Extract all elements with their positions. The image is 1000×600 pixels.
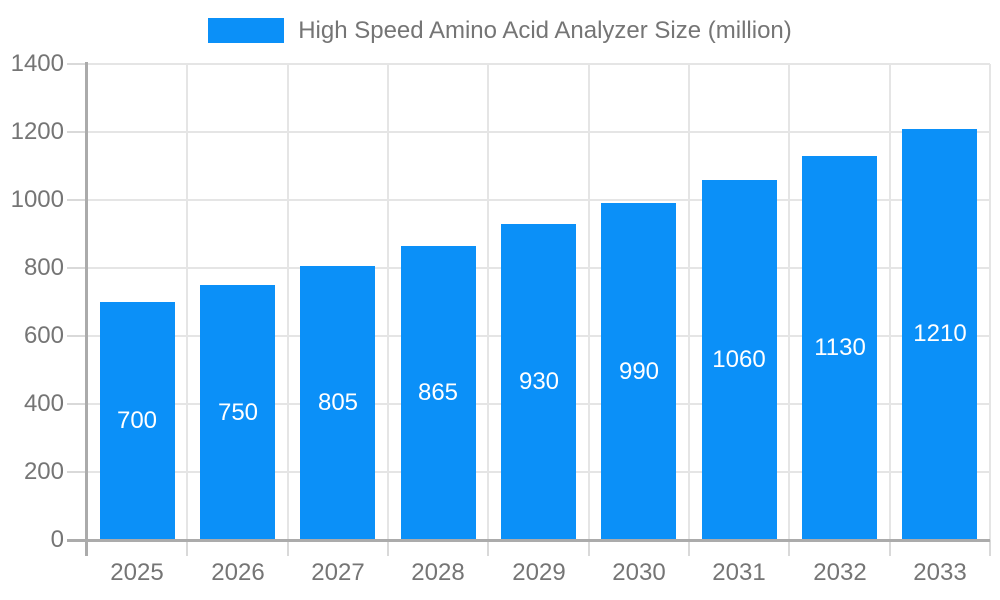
y-axis-line: [85, 62, 88, 556]
x-tick-label: 2026: [211, 559, 265, 586]
bar-2026: [200, 285, 275, 540]
y-gridline: [87, 199, 990, 201]
y-axis-tick: [67, 335, 87, 337]
y-tick-label: 800: [23, 254, 64, 281]
bar-2028: [401, 246, 476, 540]
legend: High Speed Amino Acid Analyzer Size (mil…: [0, 16, 1000, 44]
y-axis-tick: [67, 403, 87, 405]
x-axis-tick: [889, 540, 891, 556]
x-gridline: [688, 64, 690, 540]
y-axis-tick: [67, 63, 87, 65]
x-tick-label: 2027: [311, 559, 365, 586]
x-gridline: [387, 64, 389, 540]
bar-2031: [702, 180, 777, 540]
bar-value-label: 990: [618, 358, 660, 385]
bar-value-label: 750: [217, 399, 259, 426]
x-gridline: [487, 64, 489, 540]
x-axis-tick: [688, 540, 690, 556]
x-axis-tick: [487, 540, 489, 556]
bar-2027: [300, 266, 375, 540]
bar-2025: [100, 302, 175, 540]
y-tick-label: 200: [23, 458, 64, 485]
y-axis-tick: [67, 267, 87, 269]
x-gridline: [889, 64, 891, 540]
x-gridline: [788, 64, 790, 540]
y-tick-label: 600: [23, 322, 64, 349]
x-axis-tick: [989, 540, 991, 556]
x-tick-label: 2029: [512, 559, 566, 586]
x-gridline: [186, 64, 188, 540]
y-tick-label: 0: [50, 526, 64, 553]
x-axis-tick: [186, 540, 188, 556]
x-tick-label: 2033: [913, 559, 967, 586]
x-axis-tick: [788, 540, 790, 556]
y-tick-label: 1400: [10, 50, 64, 77]
y-gridline: [87, 131, 990, 133]
bar-value-label: 930: [518, 368, 560, 395]
x-axis-tick: [287, 540, 289, 556]
x-tick-label: 2031: [712, 559, 766, 586]
legend-swatch: [208, 18, 285, 43]
bar-2030: [601, 203, 676, 540]
y-axis-tick: [67, 199, 87, 201]
x-axis-line: [67, 539, 990, 542]
bar-value-label: 865: [417, 379, 459, 406]
bar-value-label: 1130: [814, 334, 866, 361]
x-gridline: [588, 64, 590, 540]
x-axis-tick: [588, 540, 590, 556]
x-tick-label: 2025: [110, 559, 164, 586]
bar-2029: [501, 224, 576, 540]
x-gridline: [989, 64, 991, 540]
legend-label: High Speed Amino Acid Analyzer Size (mil…: [298, 16, 792, 44]
x-tick-label: 2032: [813, 559, 867, 586]
y-axis-tick: [67, 131, 87, 133]
y-axis-tick: [67, 471, 87, 473]
y-gridline: [87, 63, 990, 65]
y-tick-label: 1200: [10, 118, 64, 145]
bar-value-label: 1060: [712, 346, 766, 373]
bar-value-label: 1210: [913, 320, 967, 347]
bar-2033: [902, 129, 977, 540]
x-axis-tick: [387, 540, 389, 556]
y-tick-label: 400: [23, 390, 64, 417]
x-tick-label: 2030: [612, 559, 666, 586]
x-tick-label: 2028: [411, 559, 465, 586]
y-tick-label: 1000: [10, 186, 64, 213]
bar-value-label: 700: [116, 407, 158, 434]
bar-2032: [802, 156, 877, 540]
bar-value-label: 805: [317, 389, 359, 416]
x-gridline: [287, 64, 289, 540]
